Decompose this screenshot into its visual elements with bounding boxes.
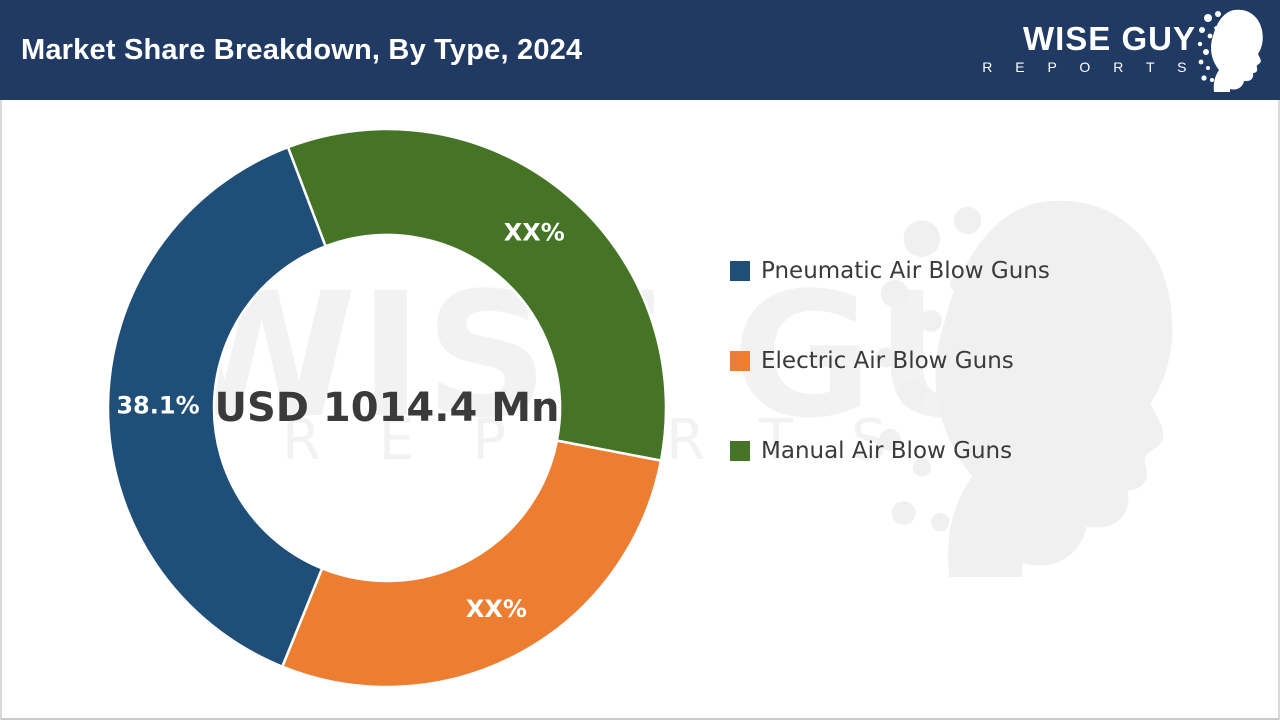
logo-wordmark: WISE GUY: [1022, 20, 1196, 57]
legend-swatch-electric: [730, 351, 750, 371]
face-profile-icon: [1197, 9, 1263, 92]
donut-segment-electric-air-blow-guns: [281, 439, 663, 689]
page-title: Market Share Breakdown, By Type, 2024: [21, 33, 583, 66]
segment-value-label: 38.1%: [116, 392, 199, 420]
legend-swatch-manual: [730, 441, 750, 461]
logo-subtitle: R E P O R T S: [982, 59, 1196, 75]
segment-value-label: XX%: [504, 219, 565, 247]
legend-item-manual: Manual Air Blow Guns: [730, 406, 1050, 496]
chart-legend: Pneumatic Air Blow Guns Electric Air Blo…: [730, 226, 1050, 496]
wise-guy-reports-logo: WISE GUY R E P O R T S: [982, 0, 1268, 100]
legend-label: Electric Air Blow Guns: [761, 348, 1014, 374]
logo-text: WISE GUY R E P O R T S: [982, 20, 1196, 76]
donut-center-value: USD 1014.4 Mn: [214, 385, 560, 431]
donut-chart: XX% XX% 38.1%: [106, 127, 668, 689]
segment-value-label: XX%: [466, 595, 527, 623]
donut-segment-pneumatic-air-blow-guns: [106, 145, 327, 668]
legend-label: Manual Air Blow Guns: [761, 438, 1013, 464]
donut-segment-manual-air-blow-guns: [286, 127, 668, 462]
watermark-face-profile: [875, 200, 1173, 577]
legend-item-electric: Electric Air Blow Guns: [730, 316, 1050, 406]
legend-label: Pneumatic Air Blow Guns: [761, 258, 1050, 284]
header-bar: Market Share Breakdown, By Type, 2024 WI…: [0, 0, 1280, 100]
legend-item-pneumatic: Pneumatic Air Blow Guns: [730, 226, 1050, 316]
legend-swatch-pneumatic: [730, 261, 750, 281]
